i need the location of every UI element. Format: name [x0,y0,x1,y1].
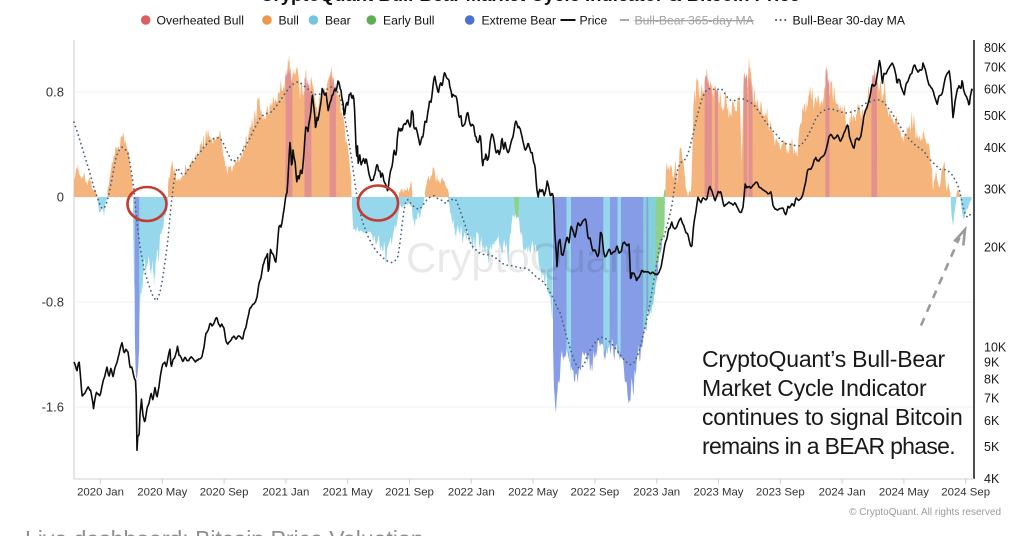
svg-text:20K: 20K [984,241,1007,255]
svg-text:Overheated Bull: Overheated Bull [157,13,244,27]
svg-text:Market Cycle Indicator: Market Cycle Indicator [702,375,927,401]
svg-text:Bear: Bear [325,13,351,27]
svg-text:2023 Sep: 2023 Sep [756,487,805,499]
svg-text:-0.8: -0.8 [42,295,64,310]
svg-text:© CryptoQuant. All rights rese: © CryptoQuant. All rights reserved [849,507,1001,518]
svg-text:2024 May: 2024 May [879,487,929,499]
svg-text:2022 Sep: 2022 Sep [571,487,620,499]
svg-text:2020 Sep: 2020 Sep [200,487,249,499]
svg-text:Bull-Bear 365-day MA: Bull-Bear 365-day MA [635,13,755,27]
svg-text:9K: 9K [984,356,1000,370]
svg-text:2023 May: 2023 May [693,487,743,499]
svg-text:2020 May: 2020 May [137,487,187,499]
svg-text:2020 Jan: 2020 Jan [77,487,124,499]
svg-text:Price: Price [580,13,608,27]
svg-text:2022 May: 2022 May [508,487,558,499]
svg-text:0: 0 [57,190,64,205]
svg-text:40K: 40K [984,141,1007,155]
svg-text:2023 Jan: 2023 Jan [633,487,680,499]
svg-text:CryptoQuant: CryptoQuant [406,234,644,281]
svg-text:7K: 7K [984,392,1000,406]
svg-text:5K: 5K [984,440,1000,454]
svg-text:Live dashboard: Bitcoin Price: Live dashboard: Bitcoin Price Valuation [25,526,423,536]
svg-text:Bull-Bear 30-day MA: Bull-Bear 30-day MA [793,13,906,27]
svg-text:0.8: 0.8 [46,85,64,100]
svg-text:80K: 80K [984,41,1007,55]
svg-text:2021 May: 2021 May [323,487,373,499]
svg-text:Extreme Bear: Extreme Bear [482,13,557,27]
svg-text:70K: 70K [984,60,1007,74]
svg-text:30K: 30K [984,182,1007,196]
svg-text:2021 Jan: 2021 Jan [262,487,309,499]
svg-text:2024 Jan: 2024 Jan [819,487,866,499]
svg-text:CryptoQuant’s Bull-Bear: CryptoQuant’s Bull-Bear [702,346,946,372]
svg-text:8K: 8K [984,373,1000,387]
svg-text:continues to signal Bitcoin: continues to signal Bitcoin [702,404,963,430]
svg-text:2022 Jan: 2022 Jan [448,487,495,499]
svg-text:50K: 50K [984,109,1007,123]
svg-text:2024 Sep: 2024 Sep [941,487,990,499]
svg-text:Bull: Bull [279,13,299,27]
svg-text:-1.6: -1.6 [42,400,64,415]
svg-text:10K: 10K [984,340,1007,354]
svg-text:6K: 6K [984,414,1000,428]
svg-text:remains in a BEAR phase.: remains in a BEAR phase. [702,433,955,459]
svg-text:Early Bull: Early Bull [383,13,434,27]
svg-text:4K: 4K [984,472,1000,486]
svg-text:60K: 60K [984,83,1007,97]
svg-text:CryptoQuant Bull-Bear Market C: CryptoQuant Bull-Bear Market Cycle Indic… [260,0,800,5]
svg-text:2021 Sep: 2021 Sep [385,487,434,499]
